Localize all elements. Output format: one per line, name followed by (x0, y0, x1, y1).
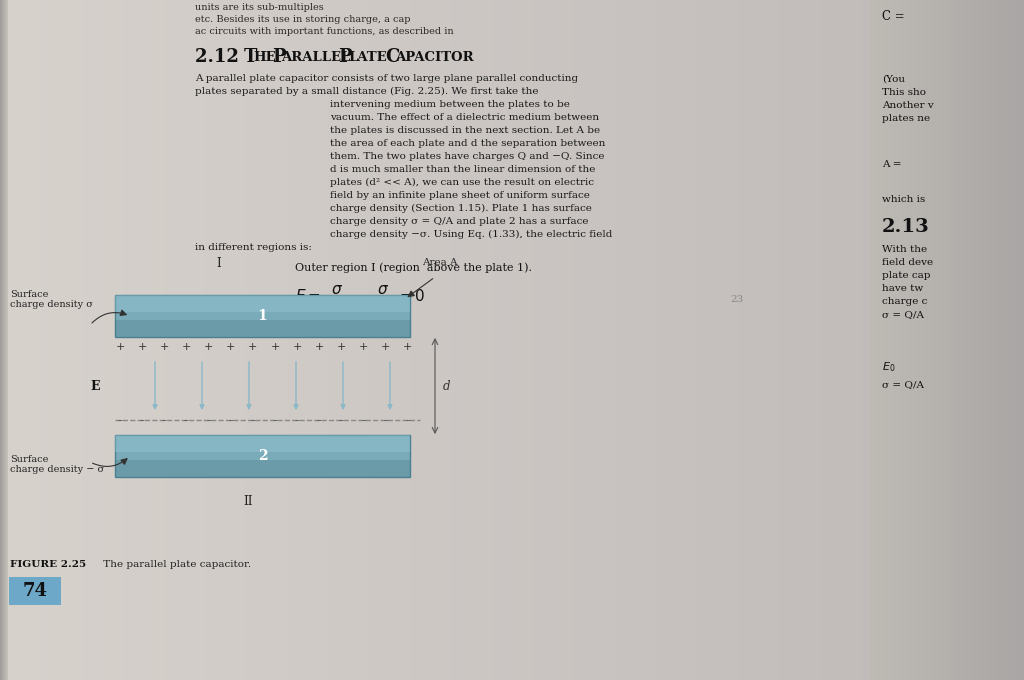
Text: T: T (244, 48, 257, 66)
Text: APACITOR: APACITOR (395, 51, 474, 64)
FancyBboxPatch shape (115, 295, 410, 312)
Text: II: II (243, 495, 253, 508)
Text: charge density −σ. Using Eq. (1.33), the electric field: charge density −σ. Using Eq. (1.33), the… (330, 230, 612, 239)
Text: +: + (358, 342, 369, 352)
Text: d is much smaller than the linear dimension of the: d is much smaller than the linear dimens… (330, 165, 595, 174)
Text: have tw: have tw (882, 284, 924, 293)
Text: +: + (337, 342, 346, 352)
Text: field deve: field deve (882, 258, 933, 267)
Text: plate cap: plate cap (882, 271, 931, 280)
Text: plates separated by a small distance (Fig. 2.25). We first take the: plates separated by a small distance (Fi… (195, 87, 539, 96)
FancyBboxPatch shape (115, 295, 410, 337)
Text: d: d (443, 379, 451, 392)
Text: charge c: charge c (882, 297, 928, 306)
Text: units are its sub-multiples: units are its sub-multiples (195, 3, 324, 12)
Text: 1: 1 (258, 309, 267, 323)
Text: +: + (137, 342, 146, 352)
Text: σ = Q/A: σ = Q/A (882, 380, 924, 389)
Text: –: – (339, 415, 344, 425)
Text: +: + (270, 342, 280, 352)
Text: The parallel plate capacitor.: The parallel plate capacitor. (100, 560, 251, 569)
FancyBboxPatch shape (9, 577, 61, 605)
Text: charge density σ = Q/A and plate 2 has a surface: charge density σ = Q/A and plate 2 has a… (330, 217, 589, 226)
Text: Outer region I (region  above the plate 1).: Outer region I (region above the plate 1… (295, 262, 532, 273)
Text: which is: which is (882, 195, 926, 204)
Text: –: – (162, 415, 167, 425)
Text: P: P (272, 48, 286, 66)
Text: C: C (385, 48, 399, 66)
Text: plates ne: plates ne (882, 114, 930, 123)
Text: 74: 74 (23, 582, 47, 600)
Text: $E_0$: $E_0$ (882, 360, 895, 374)
FancyBboxPatch shape (115, 435, 410, 477)
Text: $E = \dfrac{\sigma}{2\varepsilon_0} - \dfrac{\sigma}{2\varepsilon_0} = 0$: $E = \dfrac{\sigma}{2\varepsilon_0} - \d… (295, 285, 426, 318)
FancyBboxPatch shape (115, 435, 410, 452)
Text: +: + (226, 342, 236, 352)
Text: 2.13: 2.13 (882, 218, 930, 236)
Text: Surface
charge density − σ: Surface charge density − σ (10, 455, 104, 475)
Text: –: – (206, 415, 211, 425)
Text: 23: 23 (730, 295, 743, 304)
Text: (You: (You (882, 75, 905, 84)
Text: +: + (116, 342, 125, 352)
Text: –: – (184, 415, 188, 425)
Text: This sho: This sho (882, 88, 926, 97)
Text: +: + (160, 342, 169, 352)
FancyBboxPatch shape (115, 460, 410, 477)
Text: LATE: LATE (348, 51, 387, 64)
Text: –: – (251, 415, 255, 425)
Text: +: + (403, 342, 413, 352)
Text: plates (d² << A), we can use the result on electric: plates (d² << A), we can use the result … (330, 178, 594, 187)
Text: I: I (216, 257, 220, 270)
Text: in different regions is:: in different regions is: (195, 243, 312, 252)
Text: With the: With the (882, 245, 927, 254)
Text: –: – (228, 415, 233, 425)
Text: E: E (90, 379, 100, 392)
FancyBboxPatch shape (115, 320, 410, 337)
Text: A parallel plate capacitor consists of two large plane parallel conducting: A parallel plate capacitor consists of t… (195, 74, 579, 83)
Text: ac circuits with important functions, as described in: ac circuits with important functions, as… (195, 27, 454, 36)
Text: +: + (314, 342, 324, 352)
Text: –: – (361, 415, 366, 425)
Text: the plates is discussed in the next section. Let A be: the plates is discussed in the next sect… (330, 126, 600, 135)
Text: A =: A = (882, 160, 901, 169)
Text: intervening medium between the plates to be: intervening medium between the plates to… (330, 100, 570, 109)
Text: 2.12: 2.12 (195, 48, 251, 66)
Text: HE: HE (253, 51, 275, 64)
Text: +: + (381, 342, 390, 352)
Text: +: + (293, 342, 302, 352)
Text: P: P (338, 48, 351, 66)
Text: Another v: Another v (882, 101, 934, 110)
Text: –: – (295, 415, 300, 425)
Text: –: – (383, 415, 388, 425)
Text: –: – (316, 415, 322, 425)
Text: –: – (272, 415, 278, 425)
Text: C =: C = (882, 10, 904, 23)
Text: +: + (204, 342, 213, 352)
Text: –: – (118, 415, 123, 425)
Text: field by an infinite plane sheet of uniform surface: field by an infinite plane sheet of unif… (330, 191, 590, 200)
Text: ARALLEL: ARALLEL (281, 51, 350, 64)
Text: –: – (406, 415, 411, 425)
Text: –: – (139, 415, 144, 425)
Text: 2: 2 (258, 449, 267, 463)
Text: vacuum. The effect of a dielectric medium between: vacuum. The effect of a dielectric mediu… (330, 113, 599, 122)
Text: Surface
charge density σ: Surface charge density σ (10, 290, 93, 309)
Text: σ = Q/A: σ = Q/A (882, 310, 924, 319)
Text: the area of each plate and d the separation between: the area of each plate and d the separat… (330, 139, 605, 148)
Text: +: + (248, 342, 258, 352)
Text: them. The two plates have charges Q and −Q. Since: them. The two plates have charges Q and … (330, 152, 604, 161)
Text: FIGURE 2.25: FIGURE 2.25 (10, 560, 86, 569)
Text: etc. Besides its use in storing charge, a cap: etc. Besides its use in storing charge, … (195, 15, 411, 24)
Text: charge density (Section 1.15). Plate 1 has surface: charge density (Section 1.15). Plate 1 h… (330, 204, 592, 213)
Text: +: + (181, 342, 191, 352)
Text: Area A: Area A (422, 258, 458, 267)
